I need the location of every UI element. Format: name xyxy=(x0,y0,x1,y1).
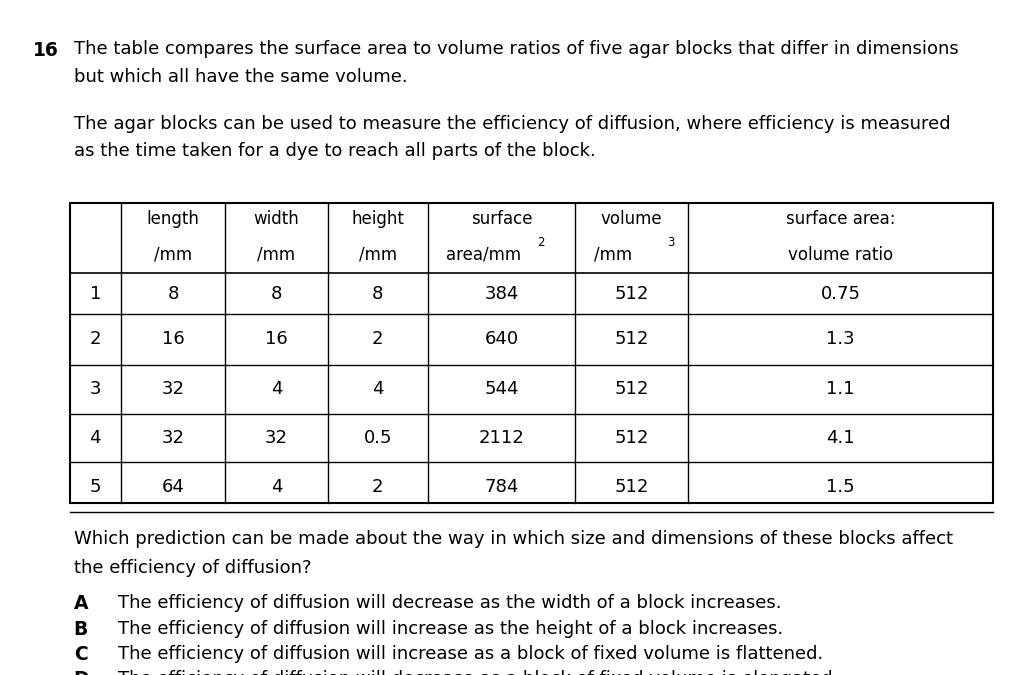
Text: 1.5: 1.5 xyxy=(826,478,855,496)
Text: 512: 512 xyxy=(614,330,649,348)
Text: width: width xyxy=(254,210,299,228)
Text: surface area:: surface area: xyxy=(786,210,895,228)
Text: 2: 2 xyxy=(89,330,101,348)
Text: B: B xyxy=(74,620,88,639)
Text: 4: 4 xyxy=(89,429,101,447)
Text: 16: 16 xyxy=(33,40,58,59)
Text: The table compares the surface area to volume ratios of five agar blocks that di: The table compares the surface area to v… xyxy=(74,40,958,59)
Text: /mm: /mm xyxy=(594,246,633,264)
Text: 5: 5 xyxy=(89,478,101,496)
Text: 64: 64 xyxy=(162,478,184,496)
Text: D: D xyxy=(74,670,89,675)
Text: 3: 3 xyxy=(89,380,101,398)
Text: 32: 32 xyxy=(265,429,288,447)
Text: A: A xyxy=(74,594,88,613)
Text: The efficiency of diffusion will increase as a block of fixed volume is flattene: The efficiency of diffusion will increas… xyxy=(118,645,823,663)
Text: 0.5: 0.5 xyxy=(364,429,392,447)
Text: 384: 384 xyxy=(484,285,519,302)
Text: /mm: /mm xyxy=(257,246,296,264)
Text: 0.75: 0.75 xyxy=(820,285,861,302)
Text: The efficiency of diffusion will increase as the height of a block increases.: The efficiency of diffusion will increas… xyxy=(118,620,783,638)
Text: The agar blocks can be used to measure the efficiency of diffusion, where effici: The agar blocks can be used to measure t… xyxy=(74,115,950,133)
Text: 8: 8 xyxy=(167,285,179,302)
Text: length: length xyxy=(146,210,200,228)
Text: 4: 4 xyxy=(270,478,283,496)
Text: 8: 8 xyxy=(270,285,283,302)
Text: 4.1: 4.1 xyxy=(826,429,855,447)
Text: 640: 640 xyxy=(484,330,519,348)
Text: The efficiency of diffusion will decrease as the width of a block increases.: The efficiency of diffusion will decreas… xyxy=(118,594,781,612)
Text: but which all have the same volume.: but which all have the same volume. xyxy=(74,68,408,86)
Text: 3: 3 xyxy=(667,236,675,249)
Bar xyxy=(70,202,993,503)
Text: area/mm: area/mm xyxy=(445,246,521,264)
Text: as the time taken for a dye to reach all parts of the block.: as the time taken for a dye to reach all… xyxy=(74,142,596,160)
Text: 4: 4 xyxy=(270,380,283,398)
Text: 2112: 2112 xyxy=(479,429,524,447)
Text: 784: 784 xyxy=(484,478,519,496)
Text: Which prediction can be made about the way in which size and dimensions of these: Which prediction can be made about the w… xyxy=(74,530,952,548)
Text: 1.3: 1.3 xyxy=(826,330,855,348)
Text: 8: 8 xyxy=(372,285,384,302)
Text: 4: 4 xyxy=(372,380,384,398)
Text: 32: 32 xyxy=(162,380,184,398)
Text: 32: 32 xyxy=(162,429,184,447)
Text: 544: 544 xyxy=(484,380,519,398)
Text: 2: 2 xyxy=(372,330,384,348)
Text: The efficiency of diffusion will decrease as a block of fixed volume is elongate: The efficiency of diffusion will decreas… xyxy=(118,670,838,675)
Text: 16: 16 xyxy=(162,330,184,348)
Text: 512: 512 xyxy=(614,478,649,496)
Text: C: C xyxy=(74,645,87,664)
Text: /mm: /mm xyxy=(154,246,193,264)
Text: 512: 512 xyxy=(614,380,649,398)
Text: 2: 2 xyxy=(372,478,384,496)
Text: /mm: /mm xyxy=(358,246,397,264)
Text: height: height xyxy=(351,210,404,228)
Text: surface: surface xyxy=(471,210,532,228)
Text: 16: 16 xyxy=(265,330,288,348)
Text: 1.1: 1.1 xyxy=(826,380,855,398)
Text: 1: 1 xyxy=(89,285,101,302)
Text: 2: 2 xyxy=(537,236,545,249)
Text: volume: volume xyxy=(601,210,663,228)
Text: 512: 512 xyxy=(614,285,649,302)
Text: the efficiency of diffusion?: the efficiency of diffusion? xyxy=(74,559,311,577)
Text: volume ratio: volume ratio xyxy=(788,246,893,264)
Text: 512: 512 xyxy=(614,429,649,447)
